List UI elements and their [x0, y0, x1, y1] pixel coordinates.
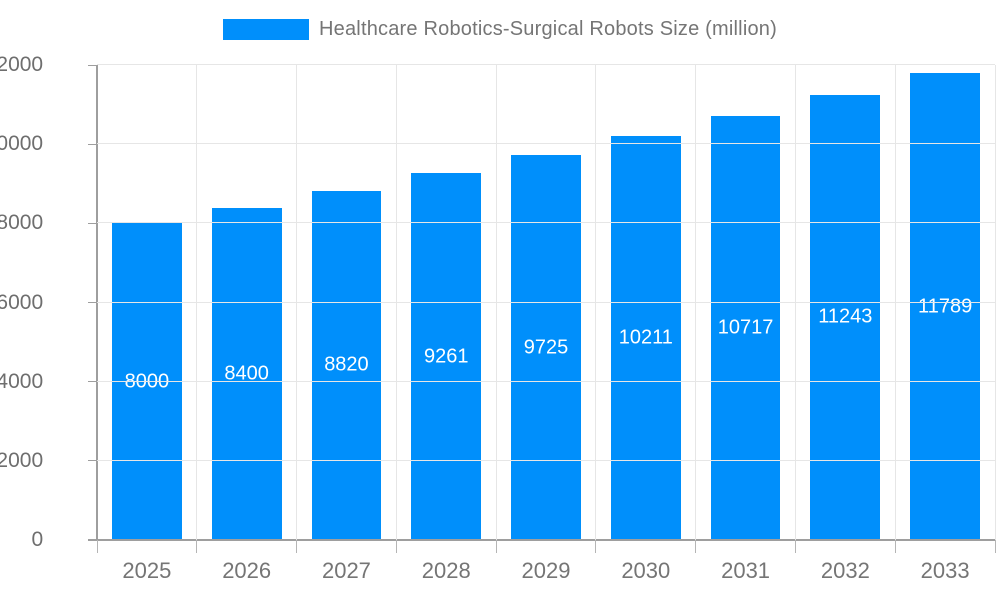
h-gridline	[97, 143, 995, 145]
x-axis-tick	[196, 540, 198, 553]
x-axis-label: 2028	[421, 558, 471, 583]
x-axis-label: 2030	[621, 558, 671, 583]
bar-column: 9261 2028	[396, 65, 496, 583]
y-axis-line	[96, 65, 98, 540]
y-axis-tick	[88, 302, 97, 303]
bar-column: 8000 2025	[97, 65, 197, 583]
bar-value-label: 8400	[224, 362, 269, 385]
y-axis-tick	[88, 222, 97, 224]
x-axis-tick	[994, 540, 996, 553]
v-gridline	[894, 65, 896, 540]
h-gridline	[97, 459, 995, 461]
bar-column: 11243 2032	[795, 65, 895, 583]
legend-label: Healthcare Robotics-Surgical Robots Size…	[319, 18, 777, 40]
bar-value-label: 9261	[423, 345, 469, 368]
h-gridline	[97, 222, 995, 224]
x-axis-label: 2029	[521, 558, 571, 583]
bar-column: 8820 2027	[297, 65, 397, 583]
bar-column: 10717 2031	[696, 65, 796, 583]
x-axis-label: 2031	[721, 558, 771, 583]
plot-area: 8000 2025 8400 2026 8820 2027 9261 2028 9725 2029…	[0, 53, 996, 583]
bar-column: 11789 2033	[895, 65, 995, 583]
bar-value-label: 10717	[717, 316, 774, 339]
x-axis-tick	[695, 540, 697, 553]
y-axis-label: 2000	[0, 448, 44, 472]
x-axis-label: 2026	[222, 558, 272, 583]
x-axis-label: 2025	[122, 558, 172, 583]
h-gridline	[97, 301, 995, 303]
x-axis-tick	[96, 540, 98, 553]
h-gridline	[97, 64, 995, 65]
y-axis-label: 10000	[0, 132, 44, 156]
bar-column: 8400 2026	[197, 65, 297, 583]
bar-column: 10211 2030	[596, 65, 696, 583]
y-axis-tick	[88, 381, 97, 383]
x-axis-tick	[395, 540, 397, 553]
y-axis-label: 0	[31, 528, 44, 551]
x-axis-line	[88, 539, 995, 541]
y-axis-label: 12000	[0, 53, 44, 76]
bar-2030: 10211	[610, 135, 681, 540]
bar-value-label: 9725	[523, 336, 569, 359]
y-axis-tick	[88, 143, 97, 145]
x-axis-label: 2032	[820, 558, 870, 583]
y-axis-tick	[88, 539, 97, 541]
bar-column: 9725 2029	[496, 65, 596, 583]
v-gridline	[994, 65, 996, 540]
bar-value-label: 8000	[124, 370, 170, 393]
x-axis-tick	[894, 540, 896, 553]
bar-2032: 11243	[810, 94, 881, 540]
x-axis-tick	[296, 540, 298, 553]
x-axis-tick	[794, 540, 796, 553]
bar-value-label: 8820	[324, 353, 369, 376]
v-gridline	[595, 65, 597, 540]
v-gridline	[794, 65, 796, 540]
x-axis-tick	[495, 540, 497, 553]
bar-2031: 10717	[710, 115, 781, 540]
chart-legend: Healthcare Robotics-Surgical Robots Size…	[0, 18, 1000, 41]
y-axis-tick	[88, 460, 97, 462]
bar-value-label: 11789	[918, 295, 973, 318]
bar-value-label: 11243	[818, 305, 873, 328]
y-axis-label: 8000	[0, 211, 44, 235]
v-gridline	[695, 65, 697, 540]
x-axis-label: 2033	[920, 558, 970, 583]
bar-2028: 9261	[411, 173, 482, 540]
v-gridline	[296, 65, 298, 540]
v-gridline	[495, 65, 497, 540]
bar-2026: 8400	[211, 207, 282, 540]
bar-columns: 8000 2025 8400 2026 8820 2027 9261 2028 9725 2029…	[97, 65, 995, 583]
y-axis-label: 6000	[0, 290, 44, 314]
y-axis-tick	[88, 64, 97, 66]
bar-2027: 8820	[311, 190, 382, 540]
bar-2025: 8000	[111, 223, 182, 540]
x-axis-tick	[595, 540, 597, 553]
bar-value-label: 10211	[618, 326, 673, 349]
h-gridline	[97, 380, 995, 382]
y-axis-label: 4000	[0, 369, 44, 393]
x-axis-label: 2027	[321, 558, 371, 583]
bar-2033: 11789	[910, 73, 981, 540]
v-gridline	[196, 65, 198, 540]
bar-2029: 9725	[511, 155, 581, 540]
v-gridline	[395, 65, 397, 540]
legend-swatch-icon	[223, 19, 310, 40]
